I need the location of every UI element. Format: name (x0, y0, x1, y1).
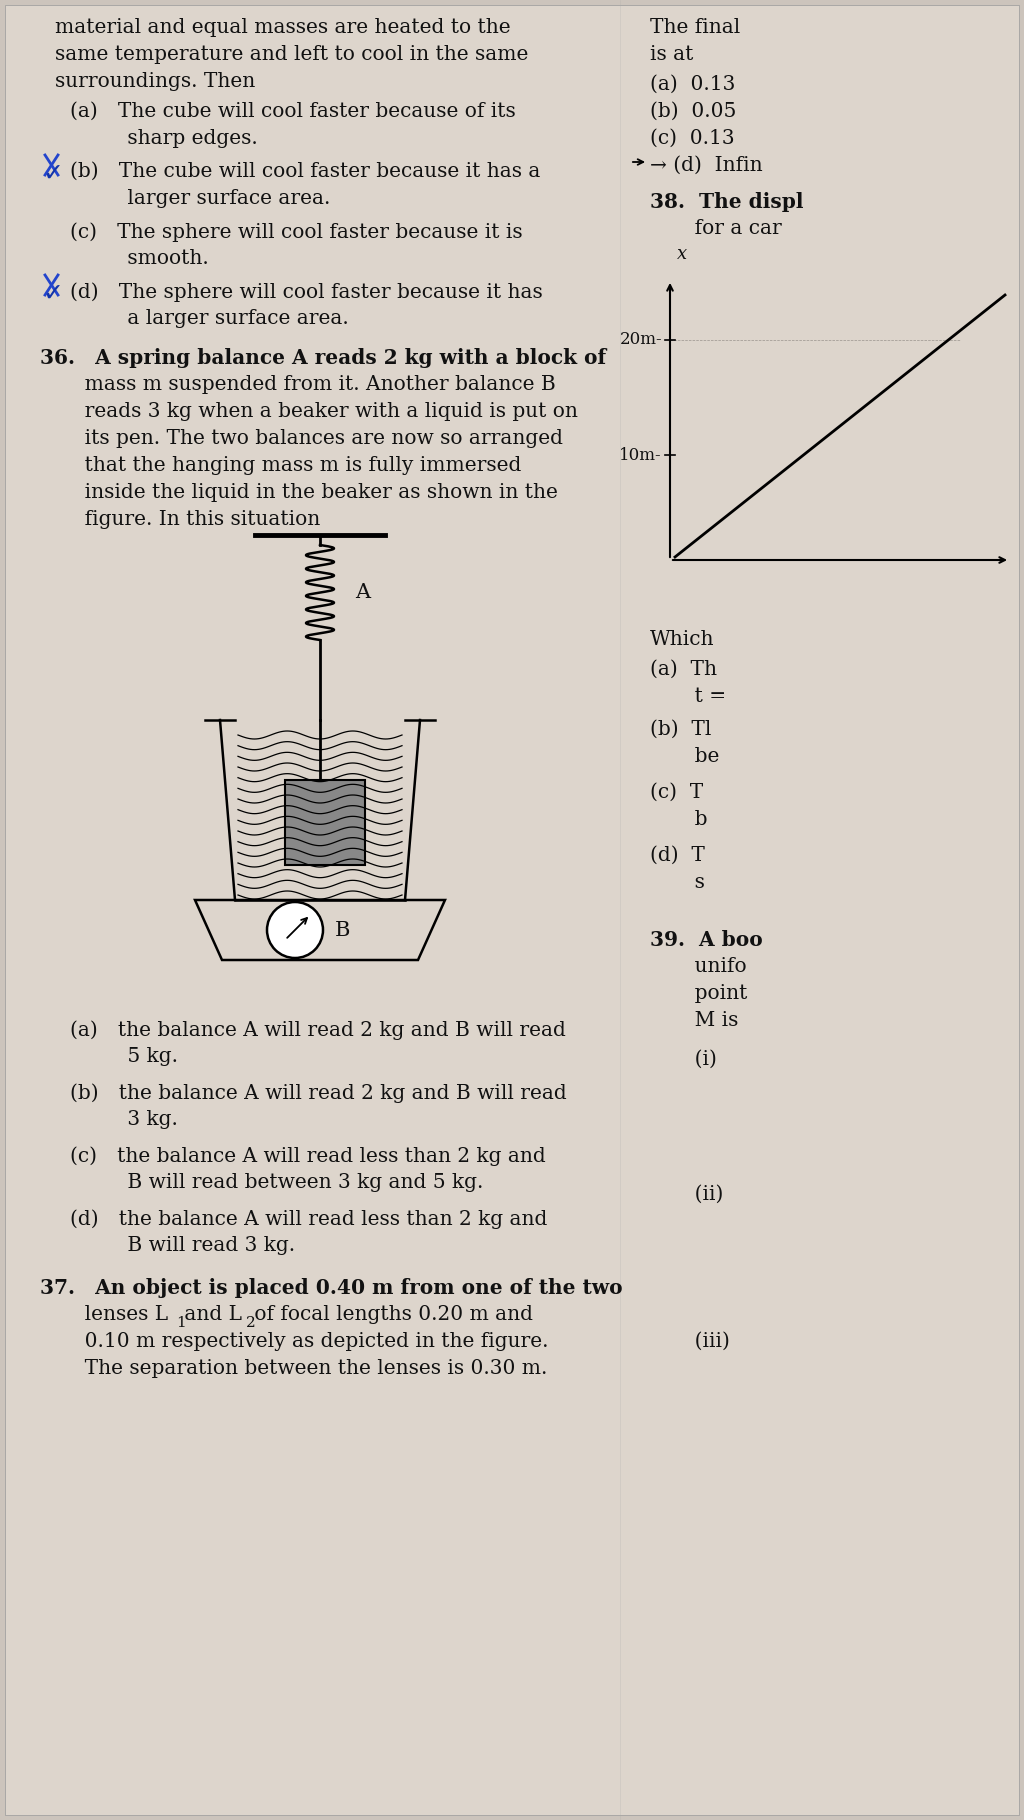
Text: t =: t = (650, 686, 726, 706)
Polygon shape (195, 901, 445, 959)
Text: point: point (650, 985, 748, 1003)
Text: a larger surface area.: a larger surface area. (70, 309, 349, 328)
Text: that the hanging mass m is fully immersed: that the hanging mass m is fully immerse… (40, 457, 521, 475)
Text: and L: and L (178, 1305, 242, 1323)
Text: 36. A spring balance A reads 2 kg with a block of: 36. A spring balance A reads 2 kg with a… (40, 348, 606, 368)
Text: 3 kg.: 3 kg. (70, 1110, 178, 1128)
Text: (c) The sphere will cool faster because it is: (c) The sphere will cool faster because … (70, 222, 522, 242)
Text: 10m-: 10m- (620, 446, 662, 464)
Text: is at: is at (650, 46, 693, 64)
Text: 0.10 m respectively as depicted in the figure.: 0.10 m respectively as depicted in the f… (40, 1332, 549, 1350)
Text: B will read 3 kg.: B will read 3 kg. (70, 1236, 295, 1256)
Text: larger surface area.: larger surface area. (70, 189, 331, 207)
Text: The separation between the lenses is 0.30 m.: The separation between the lenses is 0.3… (40, 1360, 548, 1378)
Text: 2: 2 (246, 1316, 256, 1330)
Text: (b)  Tl: (b) Tl (650, 721, 712, 739)
Text: mass m suspended from it. Another balance B: mass m suspended from it. Another balanc… (40, 375, 556, 393)
Text: (b)  0.05: (b) 0.05 (650, 102, 736, 120)
Text: (a) the balance A will read 2 kg and B will read: (a) the balance A will read 2 kg and B w… (70, 1019, 566, 1039)
Text: → (d)  Infin: → (d) Infin (650, 157, 763, 175)
Circle shape (267, 903, 323, 957)
Text: (ii): (ii) (650, 1185, 723, 1205)
Text: (d) The sphere will cool faster because it has: (d) The sphere will cool faster because … (70, 282, 543, 302)
Text: 5 kg.: 5 kg. (70, 1046, 178, 1067)
Text: of focal lengths 0.20 m and: of focal lengths 0.20 m and (248, 1305, 534, 1323)
Text: figure. In this situation: figure. In this situation (40, 510, 321, 530)
Text: 1: 1 (176, 1316, 185, 1330)
Text: 38.  The displ: 38. The displ (650, 191, 804, 211)
Text: (b) the balance A will read 2 kg and B will read: (b) the balance A will read 2 kg and B w… (70, 1083, 566, 1103)
Text: 39.  A boo: 39. A boo (650, 930, 763, 950)
Text: (a) The cube will cool faster because of its: (a) The cube will cool faster because of… (70, 102, 516, 120)
Text: Which: Which (650, 630, 715, 650)
Text: surroundings. Then: surroundings. Then (55, 73, 255, 91)
Text: material and equal masses are heated to the: material and equal masses are heated to … (55, 18, 511, 36)
Text: sharp edges.: sharp edges. (70, 129, 258, 147)
Text: x: x (677, 246, 687, 264)
Text: lenses L: lenses L (40, 1305, 168, 1323)
Text: ✓: ✓ (42, 282, 63, 306)
Text: ✓: ✓ (42, 162, 63, 186)
Text: inside the liquid in the beaker as shown in the: inside the liquid in the beaker as shown… (40, 482, 558, 502)
Text: (a)  Th: (a) Th (650, 661, 717, 679)
Text: The final: The final (650, 18, 740, 36)
Text: its pen. The two balances are now so arranged: its pen. The two balances are now so arr… (40, 430, 563, 448)
Text: for a car: for a car (650, 218, 781, 238)
Text: (c)  0.13: (c) 0.13 (650, 129, 734, 147)
Text: 20m-: 20m- (620, 331, 662, 348)
Text: b: b (650, 810, 708, 828)
Text: same temperature and left to cool in the same: same temperature and left to cool in the… (55, 46, 528, 64)
Text: B: B (335, 921, 350, 939)
Text: (c) the balance A will read less than 2 kg and: (c) the balance A will read less than 2 … (70, 1147, 546, 1165)
Text: (b) The cube will cool faster because it has a: (b) The cube will cool faster because it… (70, 162, 541, 180)
Text: be: be (650, 746, 720, 766)
Text: (d)  T: (d) T (650, 846, 705, 864)
Text: B will read between 3 kg and 5 kg.: B will read between 3 kg and 5 kg. (70, 1174, 483, 1192)
Text: (i): (i) (650, 1050, 717, 1068)
Text: A: A (355, 582, 370, 601)
Text: (a)  0.13: (a) 0.13 (650, 75, 735, 95)
Text: unifo: unifo (650, 957, 746, 976)
Text: (iii): (iii) (650, 1332, 730, 1350)
Text: reads 3 kg when a beaker with a liquid is put on: reads 3 kg when a beaker with a liquid i… (40, 402, 578, 420)
Text: M is: M is (650, 1010, 738, 1030)
Text: (d) the balance A will read less than 2 kg and: (d) the balance A will read less than 2 … (70, 1208, 548, 1228)
Text: (c)  T: (c) T (650, 783, 703, 803)
Text: s: s (650, 874, 705, 892)
Text: 37. An object is placed 0.40 m from one of the two: 37. An object is placed 0.40 m from one … (40, 1278, 623, 1298)
Bar (285, 781, 365, 864)
Text: smooth.: smooth. (70, 249, 209, 268)
